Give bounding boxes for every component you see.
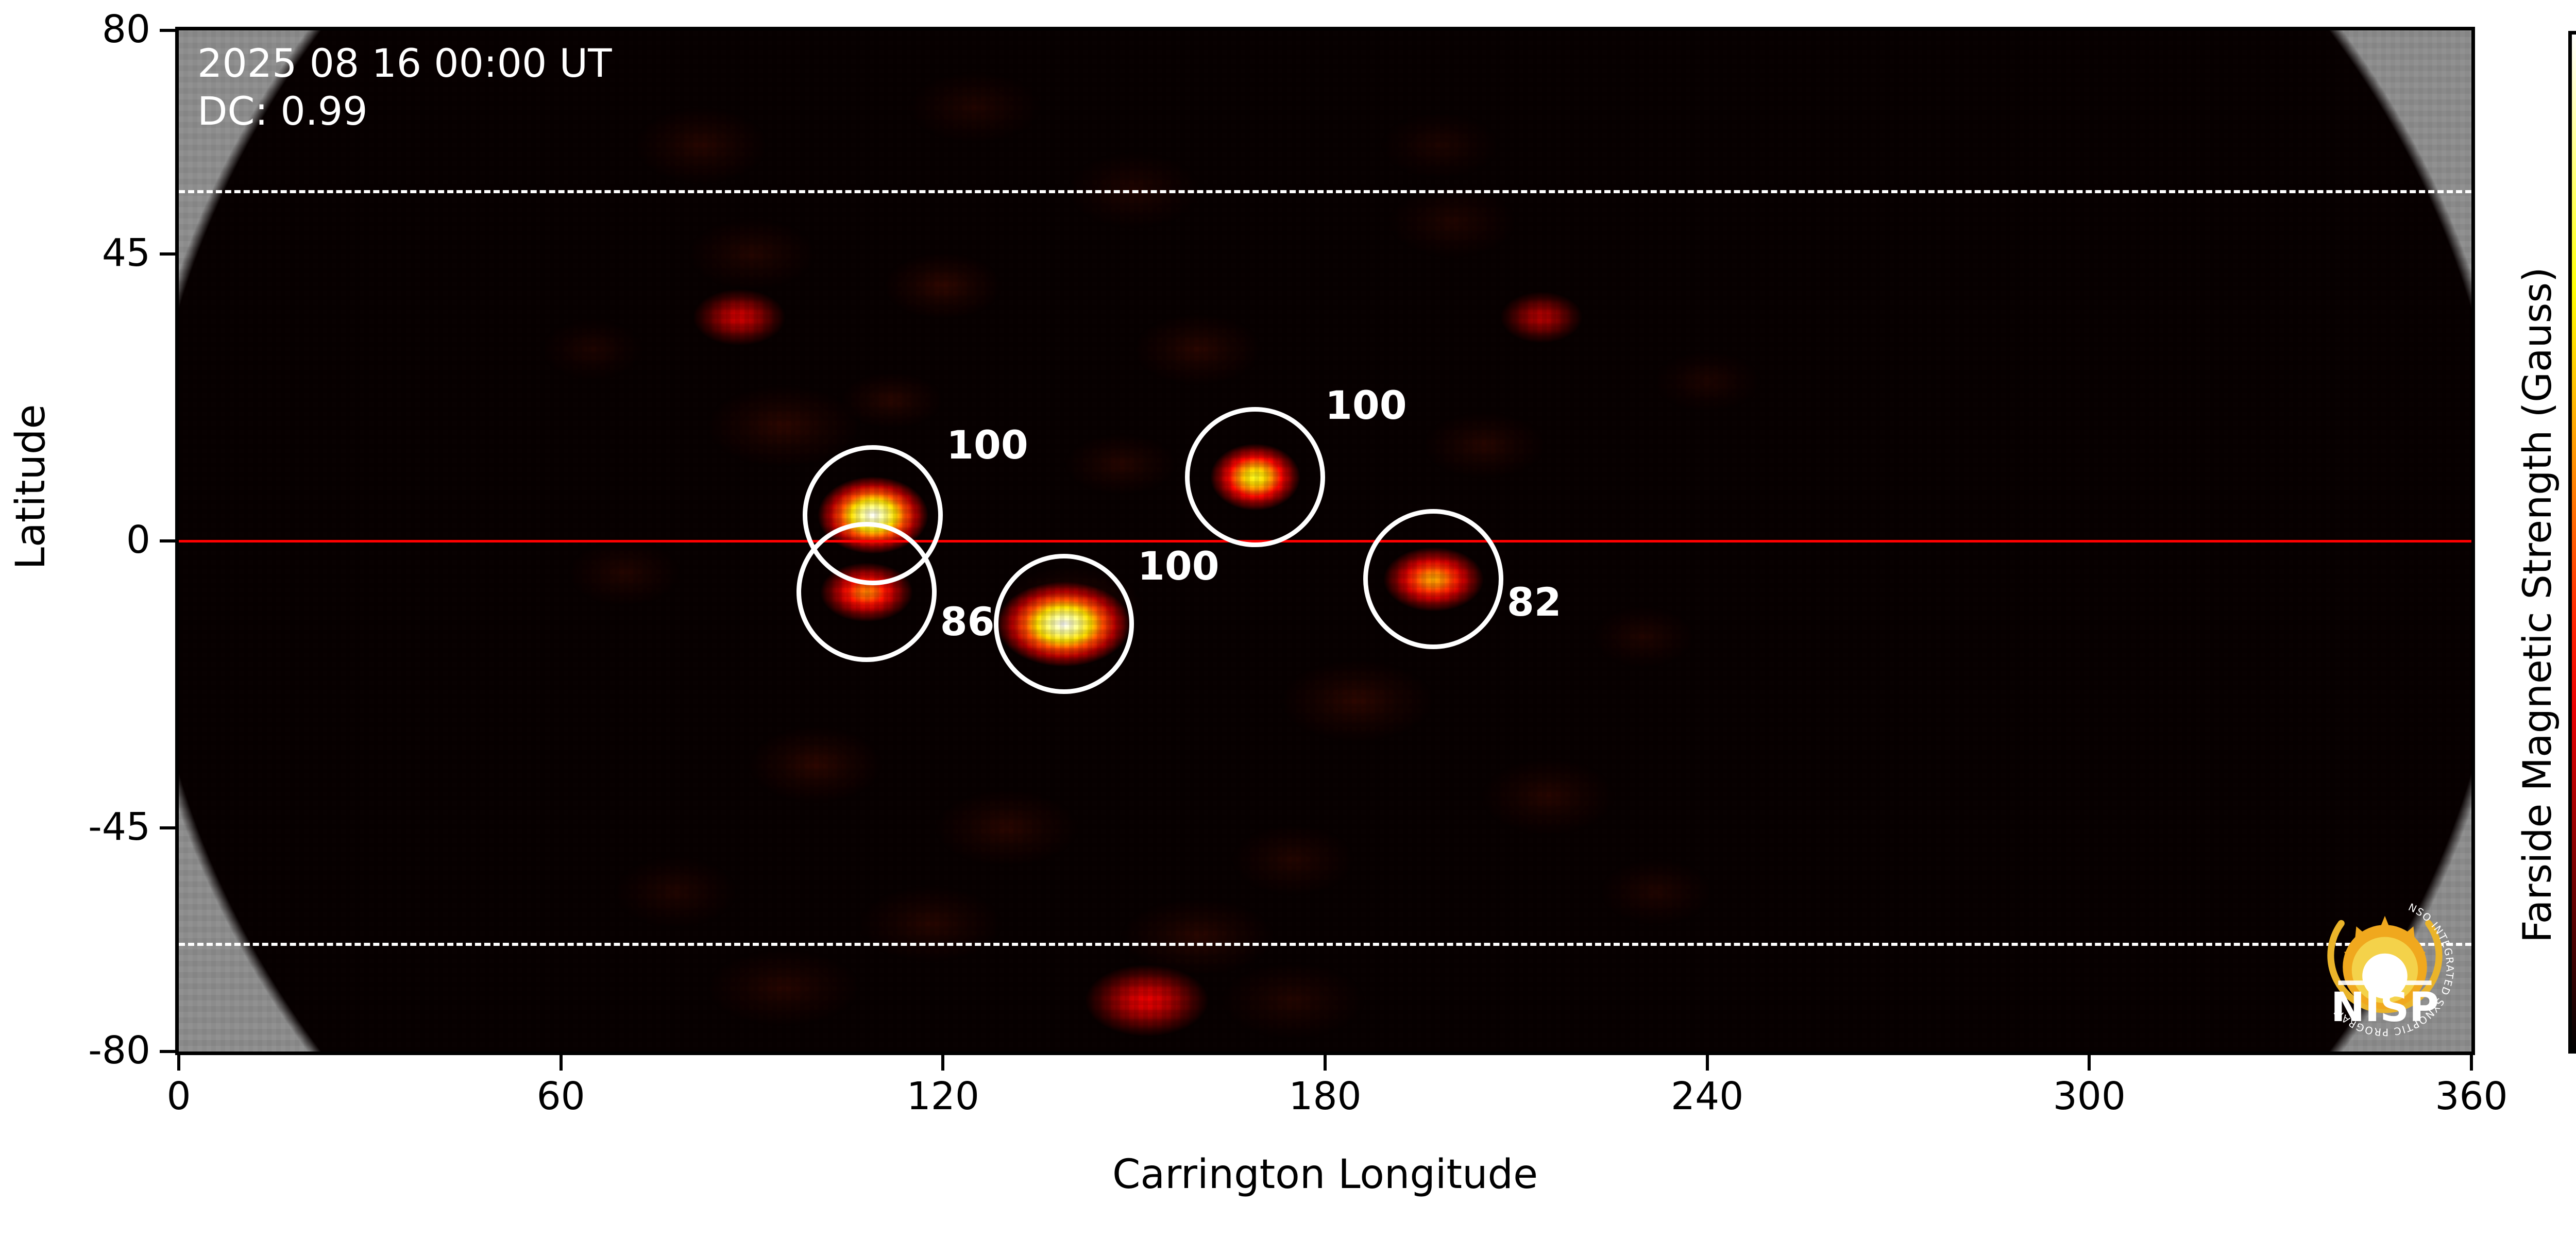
active-region-circle <box>796 522 937 663</box>
timestamp-overlay: 2025 08 16 00:00 UT DC: 0.99 <box>197 40 612 135</box>
duty-cycle-text: DC: 0.99 <box>197 88 368 134</box>
x-axis-title: Carrington Longitude <box>1112 1151 1538 1198</box>
y-axis-tick <box>160 1050 175 1053</box>
timestamp-text: 2025 08 16 00:00 UT <box>197 40 612 86</box>
x-axis-tick <box>941 1055 945 1071</box>
x-axis-tick-label: 60 <box>536 1074 585 1118</box>
x-axis-tick <box>559 1055 563 1071</box>
y-axis-tick-label: -80 <box>88 1028 150 1073</box>
y-axis-tick <box>160 826 175 830</box>
active-region-label: 82 <box>1506 579 1562 625</box>
x-axis-tick <box>2470 1055 2473 1071</box>
active-region-label: 100 <box>1137 543 1219 589</box>
x-axis-tick-label: 0 <box>166 1074 191 1118</box>
dashed-latitude-line-south <box>179 943 2471 946</box>
active-region-label: 86 <box>940 599 995 645</box>
y-axis-tick-label: 45 <box>101 230 150 275</box>
active-region-label: 100 <box>1325 382 1407 429</box>
x-axis-tick-label: 300 <box>2053 1074 2126 1118</box>
y-axis-tick <box>160 252 175 256</box>
farside-colorbar <box>2568 31 2576 1054</box>
dashed-latitude-line-north <box>179 190 2471 193</box>
x-axis-tick-label: 120 <box>906 1074 979 1118</box>
y-axis-tick-label: 80 <box>101 7 150 52</box>
y-axis-tick <box>160 539 175 542</box>
y-axis-tick-label: -45 <box>88 805 150 850</box>
x-axis-tick-label: 180 <box>1289 1074 1362 1118</box>
active-region-circle <box>994 554 1134 694</box>
y-axis-tick-label: 0 <box>126 518 150 562</box>
x-axis-tick <box>177 1055 180 1071</box>
y-axis-title: Latitude <box>8 404 54 570</box>
equator-line <box>179 540 2471 542</box>
x-axis-tick <box>1324 1055 1327 1071</box>
active-region-circle <box>1185 407 1325 548</box>
x-axis-tick-label: 240 <box>1671 1074 1744 1118</box>
farside-colorbar-title: Farside Magnetic Strength (Gauss) <box>2514 267 2560 943</box>
active-region-label: 100 <box>946 422 1028 468</box>
active-region-circle <box>1363 509 1504 650</box>
x-axis-tick <box>2088 1055 2091 1071</box>
magnetogram-plot: 100 86 100 100 82 2025 08 16 00:00 UT DC: 0.9… <box>175 27 2475 1055</box>
nisp-logo: NISP NSO INTEGRATED SYNOPTIC PROGRAM <box>2327 901 2455 1038</box>
y-axis-tick <box>160 29 175 32</box>
nisp-acronym: NISP <box>2331 983 2439 1031</box>
x-axis-tick <box>1705 1055 1709 1071</box>
x-axis-tick-label: 360 <box>2435 1074 2508 1118</box>
